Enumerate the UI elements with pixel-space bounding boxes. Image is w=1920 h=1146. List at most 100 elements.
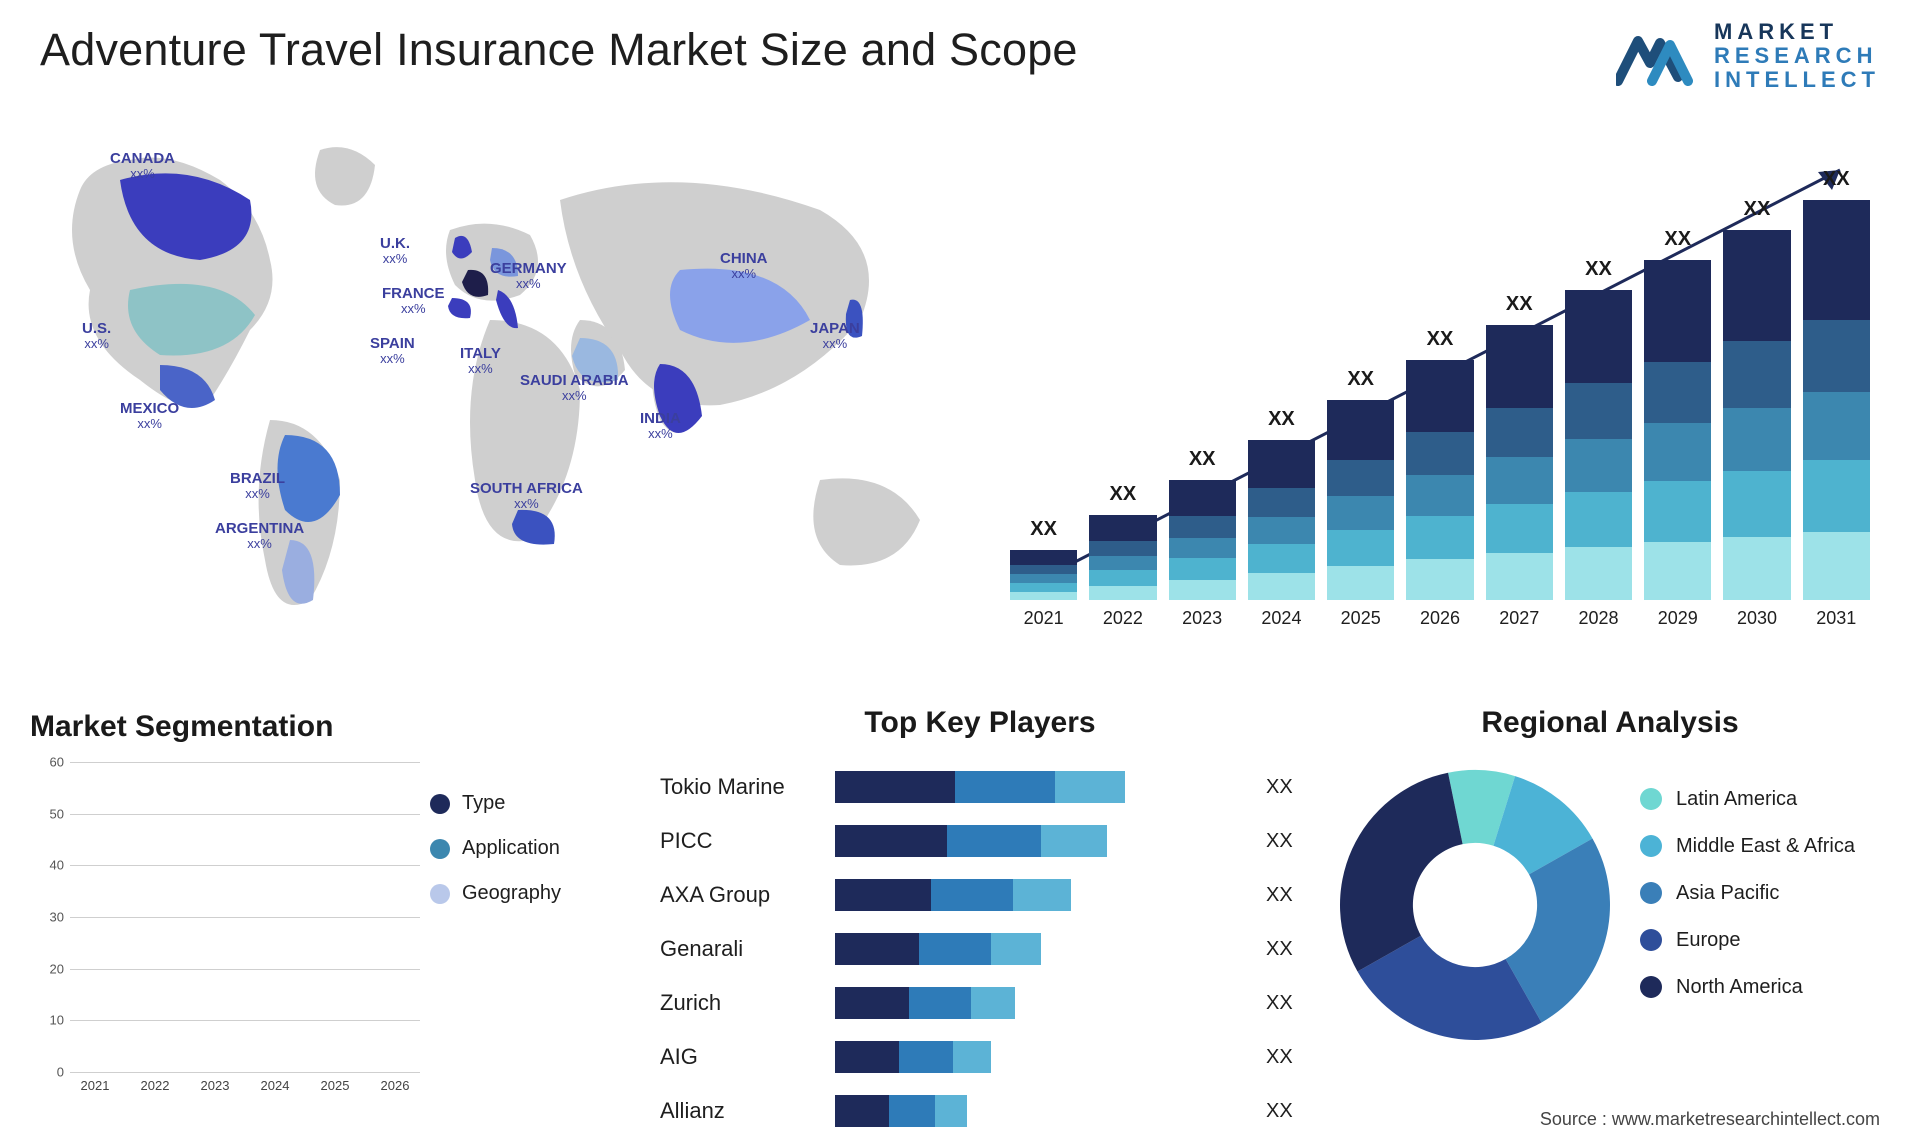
map-label-pct: xx% (215, 537, 304, 552)
kp-row: Tokio Marine XX (660, 760, 1300, 814)
regional-donut-chart (1330, 760, 1620, 1050)
map-label-name: BRAZIL (230, 470, 285, 487)
map-label-brazil: BRAZILxx% (230, 470, 285, 502)
map-label-name: SAUDI ARABIA (520, 372, 629, 389)
map-label-name: CHINA (720, 250, 768, 267)
map-label-pct: xx% (490, 277, 567, 292)
map-label-spain: SPAINxx% (370, 335, 415, 367)
seg-y-tick: 60 (50, 755, 64, 770)
main-bar-2024: XX (1248, 440, 1315, 600)
main-bar-segment (1644, 542, 1711, 600)
kp-bar-segment (889, 1095, 935, 1127)
rg-legend-swatch (1640, 976, 1662, 998)
seg-legend-swatch (430, 839, 450, 859)
map-label-name: ARGENTINA (215, 520, 304, 537)
main-bar-x-label: 2021 (1010, 600, 1077, 640)
kp-bar-segment (991, 933, 1041, 965)
main-bar-2029: XX (1644, 260, 1711, 600)
kp-value: XX (1252, 938, 1300, 961)
kp-name: Allianz (660, 1098, 835, 1124)
map-label-pct: xx% (382, 302, 445, 317)
main-bar-segment (1010, 583, 1077, 592)
map-label-name: INDIA (640, 410, 681, 427)
kp-row: GenaraliXX (660, 922, 1300, 976)
seg-y-tick: 20 (50, 961, 64, 976)
rg-legend-item: Europe (1640, 929, 1890, 952)
map-label-pct: xx% (370, 352, 415, 367)
main-bar-segment (1644, 423, 1711, 481)
rg-legend-swatch (1640, 835, 1662, 857)
main-bar-value-label: XX (1803, 168, 1870, 191)
kp-bar-segment (835, 879, 931, 911)
kp-bar-segment (935, 1095, 967, 1127)
main-bar-2025: XX (1327, 400, 1394, 600)
rg-legend-swatch (1640, 788, 1662, 810)
brand-logo: MARKET RESEARCH INTELLECT (1616, 20, 1880, 93)
main-bar-segment (1723, 230, 1790, 341)
kp-bar-segment (835, 987, 909, 1019)
kp-name: PICC (660, 828, 835, 854)
map-label-pct: xx% (720, 267, 768, 282)
map-label-italy: ITALYxx% (460, 345, 501, 377)
key-players-title: Top Key Players (660, 706, 1300, 740)
segmentation-title: Market Segmentation (30, 710, 620, 744)
main-bar-value-label: XX (1406, 328, 1473, 351)
seg-legend-label: Type (462, 792, 505, 815)
main-bar-segment (1327, 496, 1394, 530)
kp-bar-segment (953, 1041, 991, 1073)
main-bar-segment (1803, 320, 1870, 392)
main-bar-2027: XX (1486, 325, 1553, 600)
kp-bar-segment (1055, 771, 1125, 803)
main-bar-segment (1644, 481, 1711, 542)
main-bar-segment (1010, 550, 1077, 565)
main-bar-segment (1010, 565, 1077, 574)
rg-legend-label: Latin America (1676, 788, 1797, 811)
kp-bar (835, 1041, 1252, 1073)
regional-title: Regional Analysis (1330, 706, 1890, 740)
map-label-pct: xx% (470, 497, 583, 512)
main-bar-segment (1248, 573, 1315, 600)
kp-bar-segment (835, 825, 947, 857)
main-stacked-bar-chart: XXXXXXXXXXXXXXXXXXXXXX 20212022202320242… (1010, 130, 1870, 640)
main-bar-x-label: 2028 (1565, 600, 1632, 640)
main-bar-x-label: 2027 (1486, 600, 1553, 640)
seg-legend-item: Type (430, 792, 620, 815)
segmentation-legend: Type Application Geography (430, 792, 620, 927)
kp-value: XX (1252, 776, 1300, 799)
map-label-name: CANADA (110, 150, 175, 167)
main-bar-value-label: XX (1089, 483, 1156, 506)
rg-legend-label: North America (1676, 976, 1803, 999)
main-bar-x-label: 2023 (1169, 600, 1236, 640)
main-bar-value-label: XX (1010, 518, 1077, 541)
seg-x-label: 2021 (70, 1072, 120, 1102)
kp-bar-segment (919, 933, 991, 965)
kp-value: XX (1252, 830, 1300, 853)
main-bar-2028: XX (1565, 290, 1632, 600)
seg-x-label: 2025 (310, 1072, 360, 1102)
main-bar-segment (1644, 362, 1711, 423)
seg-y-tick: 0 (57, 1065, 64, 1080)
map-label-name: ITALY (460, 345, 501, 362)
main-bar-x-label: 2030 (1723, 600, 1790, 640)
kp-bar-segment (971, 987, 1015, 1019)
main-bar-x-label: 2026 (1406, 600, 1473, 640)
main-bar-value-label: XX (1486, 293, 1553, 316)
seg-y-tick: 50 (50, 806, 64, 821)
seg-legend-label: Geography (462, 882, 561, 905)
main-bar-value-label: XX (1169, 448, 1236, 471)
main-bar-segment (1010, 592, 1077, 601)
main-bar-segment (1327, 400, 1394, 460)
seg-x-label: 2023 (190, 1072, 240, 1102)
kp-bar-segment (931, 879, 1013, 911)
seg-legend-label: Application (462, 837, 560, 860)
main-bar-segment (1248, 544, 1315, 573)
map-label-pct: xx% (640, 427, 681, 442)
main-bar-value-label: XX (1248, 408, 1315, 431)
map-country-spain (448, 298, 471, 318)
main-bar-segment (1089, 515, 1156, 541)
main-bar-segment (1803, 532, 1870, 600)
regional-legend: Latin AmericaMiddle East & AfricaAsia Pa… (1620, 788, 1890, 1023)
main-bar-x-label: 2031 (1803, 600, 1870, 640)
kp-name: Tokio Marine (660, 774, 835, 800)
main-bar-2031: XX (1803, 200, 1870, 600)
